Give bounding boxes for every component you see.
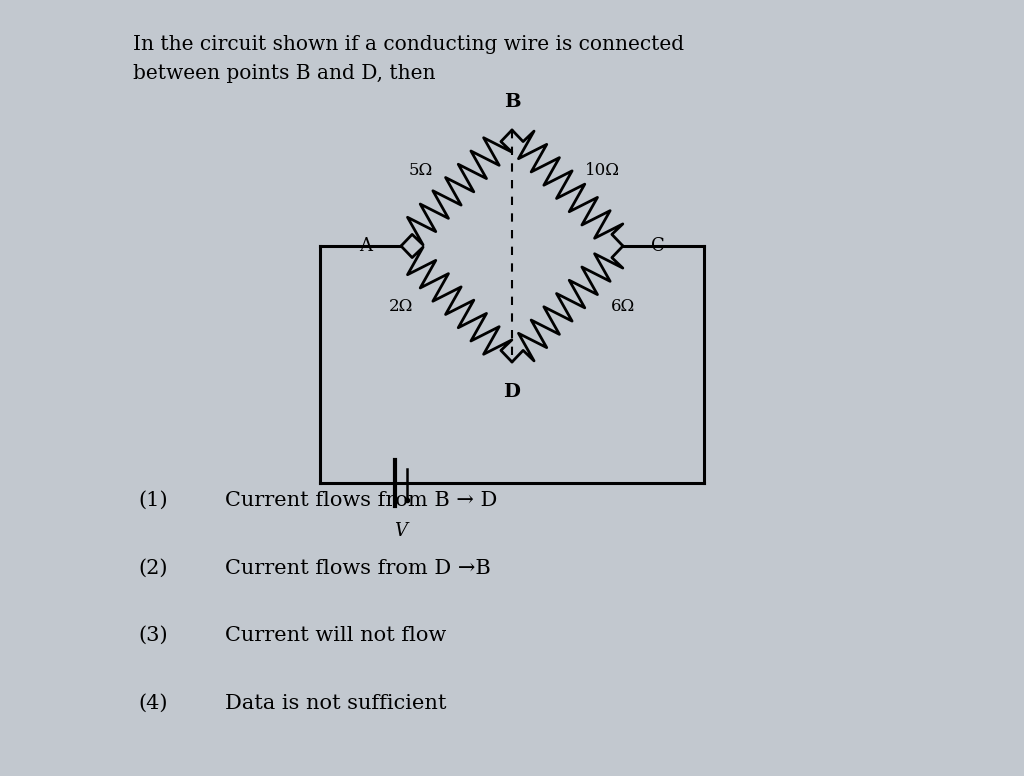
Text: (1): (1)	[138, 491, 168, 510]
Text: A: A	[359, 237, 373, 255]
Text: 6Ω: 6Ω	[611, 298, 635, 315]
Text: In the circuit shown if a conducting wire is connected: In the circuit shown if a conducting wir…	[133, 35, 684, 54]
Text: (4): (4)	[138, 694, 168, 712]
Text: V: V	[394, 522, 408, 540]
Text: Current flows from D →B: Current flows from D →B	[225, 559, 492, 577]
Text: Current flows from B → D: Current flows from B → D	[225, 491, 498, 510]
Text: D: D	[504, 383, 520, 401]
Text: between points B and D, then: between points B and D, then	[133, 64, 435, 82]
Text: 10Ω: 10Ω	[586, 162, 621, 178]
Text: (3): (3)	[138, 626, 168, 645]
Text: (2): (2)	[138, 559, 168, 577]
Text: C: C	[651, 237, 666, 255]
Text: Current will not flow: Current will not flow	[225, 626, 446, 645]
Text: Data is not sufficient: Data is not sufficient	[225, 694, 446, 712]
Text: 5Ω: 5Ω	[409, 162, 433, 178]
Text: 2Ω: 2Ω	[389, 298, 414, 315]
Text: B: B	[504, 93, 520, 111]
